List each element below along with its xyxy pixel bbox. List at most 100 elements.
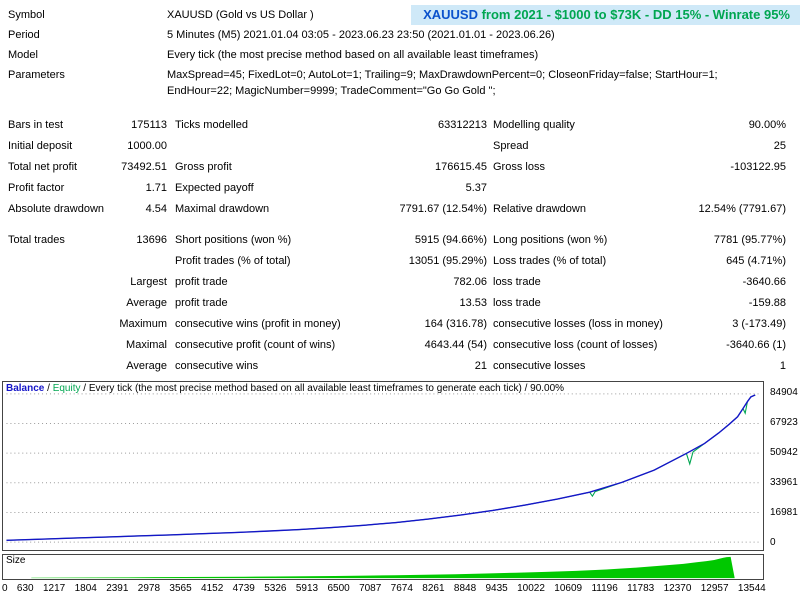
x-axis-tick: 10609 bbox=[554, 583, 583, 594]
stat-cell: Maximal drawdown bbox=[175, 203, 270, 215]
stat-cell: 21 bbox=[474, 360, 487, 372]
stat-cell: Average bbox=[126, 360, 167, 372]
size-axis-label: Size bbox=[6, 555, 26, 566]
x-axis-tick: 630 bbox=[16, 583, 34, 594]
stats-row: Maximum consecutive wins (profit in money… bbox=[8, 314, 792, 335]
x-axis-tick: 7674 bbox=[390, 583, 413, 594]
chart-legend: Balance / Equity / Every tick (the most … bbox=[6, 383, 564, 394]
x-axis-tick: 11196 bbox=[591, 583, 618, 594]
parameters-row: Parameters MaxSpread=45; FixedLot=0; Aut… bbox=[8, 65, 792, 99]
model-value: Every tick (the most precise method base… bbox=[167, 49, 539, 61]
stat-cell: 782.06 bbox=[453, 276, 487, 288]
x-axis-tick: 1217 bbox=[42, 583, 66, 594]
stat-cell: Ticks modelled bbox=[175, 119, 248, 131]
stat-cell bbox=[662, 178, 792, 199]
stat-cell: Relative drawdown bbox=[493, 203, 586, 215]
stats-row: Average profit trade 13.53 loss trade -159.8… bbox=[8, 293, 792, 314]
stat-cell: Short positions (won %) bbox=[175, 234, 292, 246]
stats-row: Average consecutive wins 21 consecutive los… bbox=[8, 356, 792, 377]
stat-cell: 25 bbox=[773, 140, 786, 152]
parameters-label: Parameters bbox=[8, 69, 65, 81]
stat-cell: -103122.95 bbox=[730, 161, 786, 173]
x-axis-tick: 11783 bbox=[627, 583, 655, 594]
stat-cell: Profit trades (% of total) bbox=[175, 255, 291, 267]
stat-cell: 1 bbox=[779, 360, 786, 372]
stat-cell: consecutive losses (loss in money) bbox=[493, 318, 663, 330]
x-axis-tick: 7087 bbox=[359, 583, 382, 594]
stats-row: Largest profit trade 782.06 loss trade -3640… bbox=[8, 272, 792, 293]
stat-cell: Largest bbox=[130, 276, 167, 288]
x-axis-tick: 1804 bbox=[74, 583, 97, 594]
stat-cell: 164 (316.78) bbox=[424, 318, 487, 330]
stat-cell: Spread bbox=[493, 140, 529, 152]
stat-cell bbox=[8, 251, 111, 272]
stat-cell: 90.00% bbox=[748, 119, 786, 131]
stat-cell: 7781 (95.77%) bbox=[713, 234, 786, 246]
stats-row: Absolute drawdown 4.54 Maximal drawdown 779… bbox=[8, 199, 792, 220]
x-axis-tick: 2391 bbox=[106, 583, 129, 594]
lot-size-chart: Size bbox=[2, 554, 764, 580]
stats-row: Total net profit 73492.51 Gross profit 1766… bbox=[8, 157, 792, 178]
stat-cell: consecutive profit (count of wins) bbox=[175, 339, 336, 351]
legend-model-text: / Every tick (the most precise method ba… bbox=[80, 383, 565, 394]
x-axis-tick: 9435 bbox=[485, 583, 508, 594]
stat-cell bbox=[8, 272, 111, 293]
stat-cell: Maximal bbox=[126, 339, 167, 351]
x-axis-tick: 3565 bbox=[169, 583, 192, 594]
lot-size-bars bbox=[31, 556, 735, 579]
x-axis-tick: 5326 bbox=[264, 583, 287, 594]
stat-cell: profit trade bbox=[175, 276, 228, 288]
stat-cell: 5.37 bbox=[465, 182, 487, 194]
promo-banner: XAUUSD from 2021 - $1000 to $73K - DD 15… bbox=[411, 5, 800, 25]
stat-cell: -3640.66 (1) bbox=[726, 339, 786, 351]
stat-cell: Total trades bbox=[8, 234, 65, 246]
y-axis-labels: 84904 67923 50942 33961 16981 0 bbox=[766, 381, 800, 551]
stats-table: Bars in test 175113 Ticks modelled 63312213… bbox=[0, 115, 800, 377]
y-axis-tick: 67923 bbox=[770, 417, 798, 428]
legend-separator: / bbox=[44, 383, 53, 394]
stats-row: Maximal consecutive profit (count of wins… bbox=[8, 335, 792, 356]
stat-cell: consecutive loss (count of losses) bbox=[493, 339, 658, 351]
x-axis-tick: 5913 bbox=[295, 583, 319, 594]
stat-cell bbox=[167, 136, 347, 157]
model-row: Model Every tick (the most precise metho… bbox=[8, 45, 792, 65]
symbol-value: XAUUSD (Gold vs US Dollar ) bbox=[167, 9, 314, 21]
y-axis-tick: 16981 bbox=[770, 506, 798, 518]
stat-cell: 3 (-173.49) bbox=[732, 318, 786, 330]
balance-equity-chart: Balance / Equity / Every tick (the most … bbox=[2, 381, 764, 551]
stat-cell: Gross loss bbox=[493, 161, 545, 173]
y-axis-tick: 50942 bbox=[770, 447, 798, 458]
period-row: Period 5 Minutes (M5) 2021.01.04 03:05 -… bbox=[8, 25, 792, 45]
stats-row: Profit factor 1.71 Expected payoff 5.37 bbox=[8, 178, 792, 199]
stat-cell bbox=[111, 251, 167, 272]
banner-symbol-text: XAUUSD bbox=[423, 7, 478, 22]
stat-cell bbox=[347, 136, 487, 157]
y-axis-tick: 84904 bbox=[770, 387, 798, 398]
x-axis-tick: 4739 bbox=[232, 583, 255, 594]
stat-cell: Bars in test bbox=[8, 119, 64, 131]
stat-cell: loss trade bbox=[493, 276, 541, 288]
stat-cell: profit trade bbox=[175, 297, 228, 309]
period-value: 5 Minutes (M5) 2021.01.04 03:05 - 2023.0… bbox=[167, 29, 555, 41]
parameters-value: MaxSpread=45; FixedLot=0; AutoLot=1; Tra… bbox=[167, 69, 718, 97]
stat-cell: Expected payoff bbox=[175, 182, 254, 194]
x-axis-tick: 0 bbox=[2, 583, 8, 594]
x-axis-tick: 10022 bbox=[517, 583, 545, 594]
stat-cell: 1.71 bbox=[145, 182, 167, 194]
stat-cell bbox=[8, 293, 111, 314]
stat-cell: 175113 bbox=[131, 119, 167, 131]
stat-cell: consecutive wins bbox=[175, 360, 259, 372]
y-axis-tick: 33961 bbox=[770, 477, 798, 488]
stat-cell bbox=[8, 335, 111, 356]
stat-cell: 4643.44 (54) bbox=[424, 339, 487, 351]
stat-cell: 4.54 bbox=[145, 203, 167, 215]
stat-cell bbox=[8, 356, 111, 377]
balance-plot-wrap: Balance / Equity / Every tick (the most … bbox=[2, 381, 800, 551]
stat-cell: consecutive wins (profit in money) bbox=[175, 318, 341, 330]
stat-cell: Gross profit bbox=[175, 161, 232, 173]
stats-row: Bars in test 175113 Ticks modelled 63312213… bbox=[8, 115, 792, 136]
x-axis-tick: 6500 bbox=[327, 583, 350, 594]
symbol-label: Symbol bbox=[8, 9, 45, 21]
stat-cell: 13.53 bbox=[459, 297, 487, 309]
